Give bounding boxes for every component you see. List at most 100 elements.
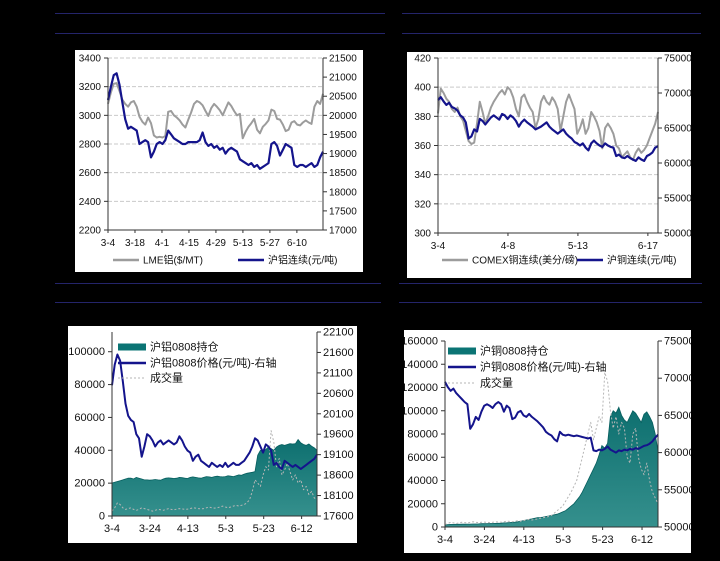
tick-label: 5-3	[218, 523, 234, 535]
y-axis-left: 100000 80000 60000 40000 20000 0	[68, 346, 112, 523]
top-rule-left-upper	[55, 13, 385, 14]
tick-label: 3-4	[437, 534, 453, 546]
tick-label: 4-13	[177, 523, 199, 535]
tick-label: 20100	[323, 408, 354, 420]
tick-label: 20000	[407, 498, 438, 510]
tick-label: 3400	[79, 54, 102, 65]
tick-label: 18600	[323, 470, 354, 482]
tick-label: 5-23	[253, 523, 275, 535]
series-沪铝0808持仓	[111, 438, 318, 517]
tick-label: 70000	[664, 89, 691, 100]
series	[444, 371, 659, 528]
mid-rule-right-upper	[399, 283, 702, 284]
tick-label: LME铝($/MT)	[143, 255, 203, 267]
tick-label: 沪铝0808价格(元/吨)-右轴	[150, 356, 277, 370]
tick-label: 5-27	[260, 238, 280, 249]
tick-label: 20500	[329, 92, 357, 103]
tick-label: 3-4	[431, 241, 446, 252]
tick-label: 18100	[323, 490, 354, 502]
chart-panel-shfe-copper-0808: 160000 140000 120000 100000 80000 60000 40000 2…	[404, 330, 691, 553]
tick-label: 沪铝0808持仓	[150, 340, 218, 354]
y-axis-right: 21500 21000 20500 20000 19500 19000 18500 18000…	[323, 54, 357, 237]
tick-label: 18000	[329, 187, 357, 198]
tick-label: 60000	[664, 447, 691, 459]
mid-rule-right-lower	[399, 302, 702, 303]
tick-label: 成交量	[480, 376, 513, 390]
tick-label: 21000	[329, 73, 357, 84]
legend-swatch-area	[118, 343, 146, 351]
lme-aluminum-vs-shfe-aluminum: 3400 3200 3000 2800 2600 2400 2200 21500 21000 20…	[79, 54, 357, 267]
tick-label: 380	[414, 112, 431, 123]
tick-label: 20000	[329, 111, 357, 122]
tick-label: 65000	[664, 410, 691, 422]
series-成交量	[111, 430, 318, 512]
gridlines	[108, 57, 323, 202]
tick-label: 300	[414, 229, 431, 240]
tick-label: 0	[99, 511, 105, 523]
tick-label: 沪铜连续(元/吨)	[607, 254, 676, 267]
mid-rule-left-lower	[55, 302, 381, 303]
series-成交量	[444, 371, 659, 526]
tick-label: 340	[414, 170, 431, 181]
tick-label: 3-24	[473, 534, 495, 546]
y-axis-right: 75000 70000 65000 60000 55000 50000	[658, 336, 691, 534]
tick-label: 6-17	[638, 241, 658, 252]
tick-label: 120000	[404, 382, 438, 394]
shfe-aluminum-0808-open-interest-price-volume: 100000 80000 60000 40000 20000 0 22100 21600 211…	[68, 327, 354, 536]
tick-label: 4-8	[501, 241, 516, 252]
tick-label: 160000	[404, 336, 438, 348]
tick-label: 320	[414, 199, 431, 210]
shfe-copper-0808-open-interest-price-volume: 160000 140000 120000 100000 80000 60000 40000 2…	[404, 336, 691, 547]
series	[111, 353, 318, 517]
tick-label: 50000	[664, 522, 691, 534]
chart-panel-comex-copper: 420 400 380 360 340 320 300 75000 70000 65000 6000…	[407, 52, 691, 278]
tick-label: 40000	[407, 475, 438, 487]
tick-label: 3200	[79, 82, 102, 93]
tick-label: 55000	[664, 484, 691, 496]
tick-label: 60000	[407, 452, 438, 464]
tick-label: 22100	[323, 327, 354, 339]
tick-label: 5-23	[592, 534, 614, 546]
tick-label: 80000	[74, 379, 105, 391]
tick-label: 19500	[329, 130, 357, 141]
legend: LME铝($/MT) 沪铝连续(元/吨)	[113, 254, 337, 267]
tick-label: 20000	[74, 478, 105, 490]
tick-label: 沪铜0808持仓	[480, 344, 548, 358]
y-axis-left: 420 400 380 360 340 320 300	[414, 54, 438, 240]
tick-label: 3-18	[125, 238, 145, 249]
tick-label: 19000	[329, 149, 357, 160]
tick-label: 55000	[664, 194, 691, 205]
tick-label: 400	[414, 83, 431, 94]
tick-label: 2200	[79, 226, 102, 237]
tick-label: 沪铜0808价格(元/吨)-右轴	[480, 360, 607, 374]
tick-label: 21600	[323, 347, 354, 359]
tick-label: 3-24	[139, 523, 161, 535]
tick-label: 5-13	[233, 238, 253, 249]
y-axis-left: 3400 3200 3000 2800 2600 2400 2200	[79, 54, 108, 237]
y-axis-right: 22100 21600 21100 20600 20100 19600 19100 18600…	[317, 327, 354, 523]
tick-label: 6-12	[291, 523, 313, 535]
series	[106, 72, 324, 170]
tick-label: 75000	[664, 336, 691, 348]
y-axis-right: 75000 70000 65000 60000 55000 50000	[658, 54, 691, 240]
tick-label: 0	[432, 522, 438, 534]
gridlines	[438, 57, 658, 205]
tick-label: 17600	[323, 511, 354, 523]
x-axis: 3-4 3-24 4-13 5-3 5-23 6-12	[437, 527, 653, 546]
tick-label: 6-10	[287, 238, 307, 249]
tick-label: 5-13	[568, 241, 588, 252]
tick-label: 4-13	[513, 534, 535, 546]
top-rule-right-lower	[402, 33, 701, 34]
legend: COMEX铜连续(美分/磅) 沪铜连续(元/吨)	[442, 254, 676, 267]
tick-label: 6-12	[631, 534, 653, 546]
series-沪铜连续(元/吨)	[437, 96, 659, 163]
tick-label: 5-3	[555, 534, 571, 546]
y-axis-left: 160000 140000 120000 100000 80000 60000 40000 2…	[404, 336, 445, 534]
tick-label: COMEX铜连续(美分/磅)	[472, 254, 578, 267]
top-rule-right-upper	[402, 13, 701, 14]
x-axis: 3-4 3-24 4-13 5-3 5-23 6-12	[104, 516, 313, 535]
tick-label: 50000	[664, 229, 691, 240]
tick-label: 140000	[404, 359, 438, 371]
